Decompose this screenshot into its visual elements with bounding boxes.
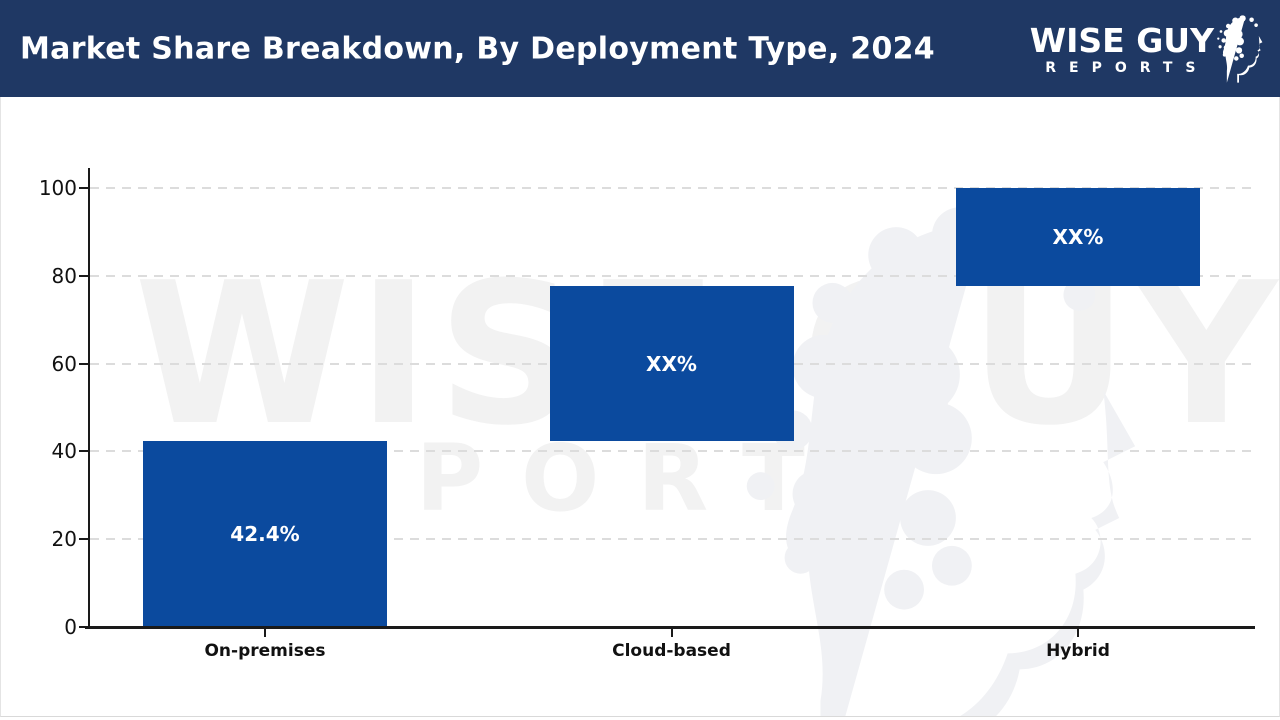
x-category-label: Hybrid [1046,641,1110,661]
y-tick-60 [79,362,88,365]
y-axis-line [88,168,90,629]
y-tick-20 [79,538,88,541]
chart-canvas: WISE GUY REPORTS 0 20 40 60 80 100 42.4% On-pre… [0,97,1280,717]
logo-text: WISE GUY REPORTS [1030,24,1214,75]
x-category-label: Cloud-based [612,641,731,661]
bar-on-premises: 42.4% [143,440,387,627]
gridline-40 [90,450,1254,453]
y-tick-100 [79,187,88,189]
bar-value-label: XX% [1052,225,1104,250]
face-profile-icon [1212,9,1266,89]
y-tick-label: 0 [64,615,77,639]
bar-cloud-based: XX% [549,286,794,441]
plot-area: 0 20 40 60 80 100 42.4% On-premises XX% Cloud-bas… [1,97,1279,716]
y-tick-40 [79,450,88,453]
bar-hybrid: XX% [956,188,1200,287]
logo-name: WISE GUY [1029,20,1214,60]
x-axis-line [85,626,1255,629]
y-tick-0 [79,626,88,628]
bar-value-label: XX% [646,351,697,376]
wise-guy-reports-logo: WISE GUY REPORTS [1030,6,1266,92]
gridline-80 [90,274,1254,277]
y-tick-label: 40 [51,439,77,464]
y-tick-80 [79,274,88,277]
y-tick-label: 80 [51,263,77,288]
gridline-20 [90,538,1254,541]
bar-value-label: 42.4% [230,521,300,546]
x-tick-2 [670,629,673,637]
logo-subtitle: REPORTS [1045,59,1209,76]
gridline-100 [90,187,1254,189]
x-tick-1 [264,629,266,637]
x-tick-3 [1077,629,1079,637]
x-category-label: On-premises [204,641,326,661]
chart-title: Market Share Breakdown, By Deployment Ty… [20,31,935,66]
y-tick-label: 60 [51,351,77,376]
y-tick-label: 20 [51,527,77,552]
y-tick-label: 100 [38,176,77,200]
header-banner: Market Share Breakdown, By Deployment Ty… [0,0,1280,97]
